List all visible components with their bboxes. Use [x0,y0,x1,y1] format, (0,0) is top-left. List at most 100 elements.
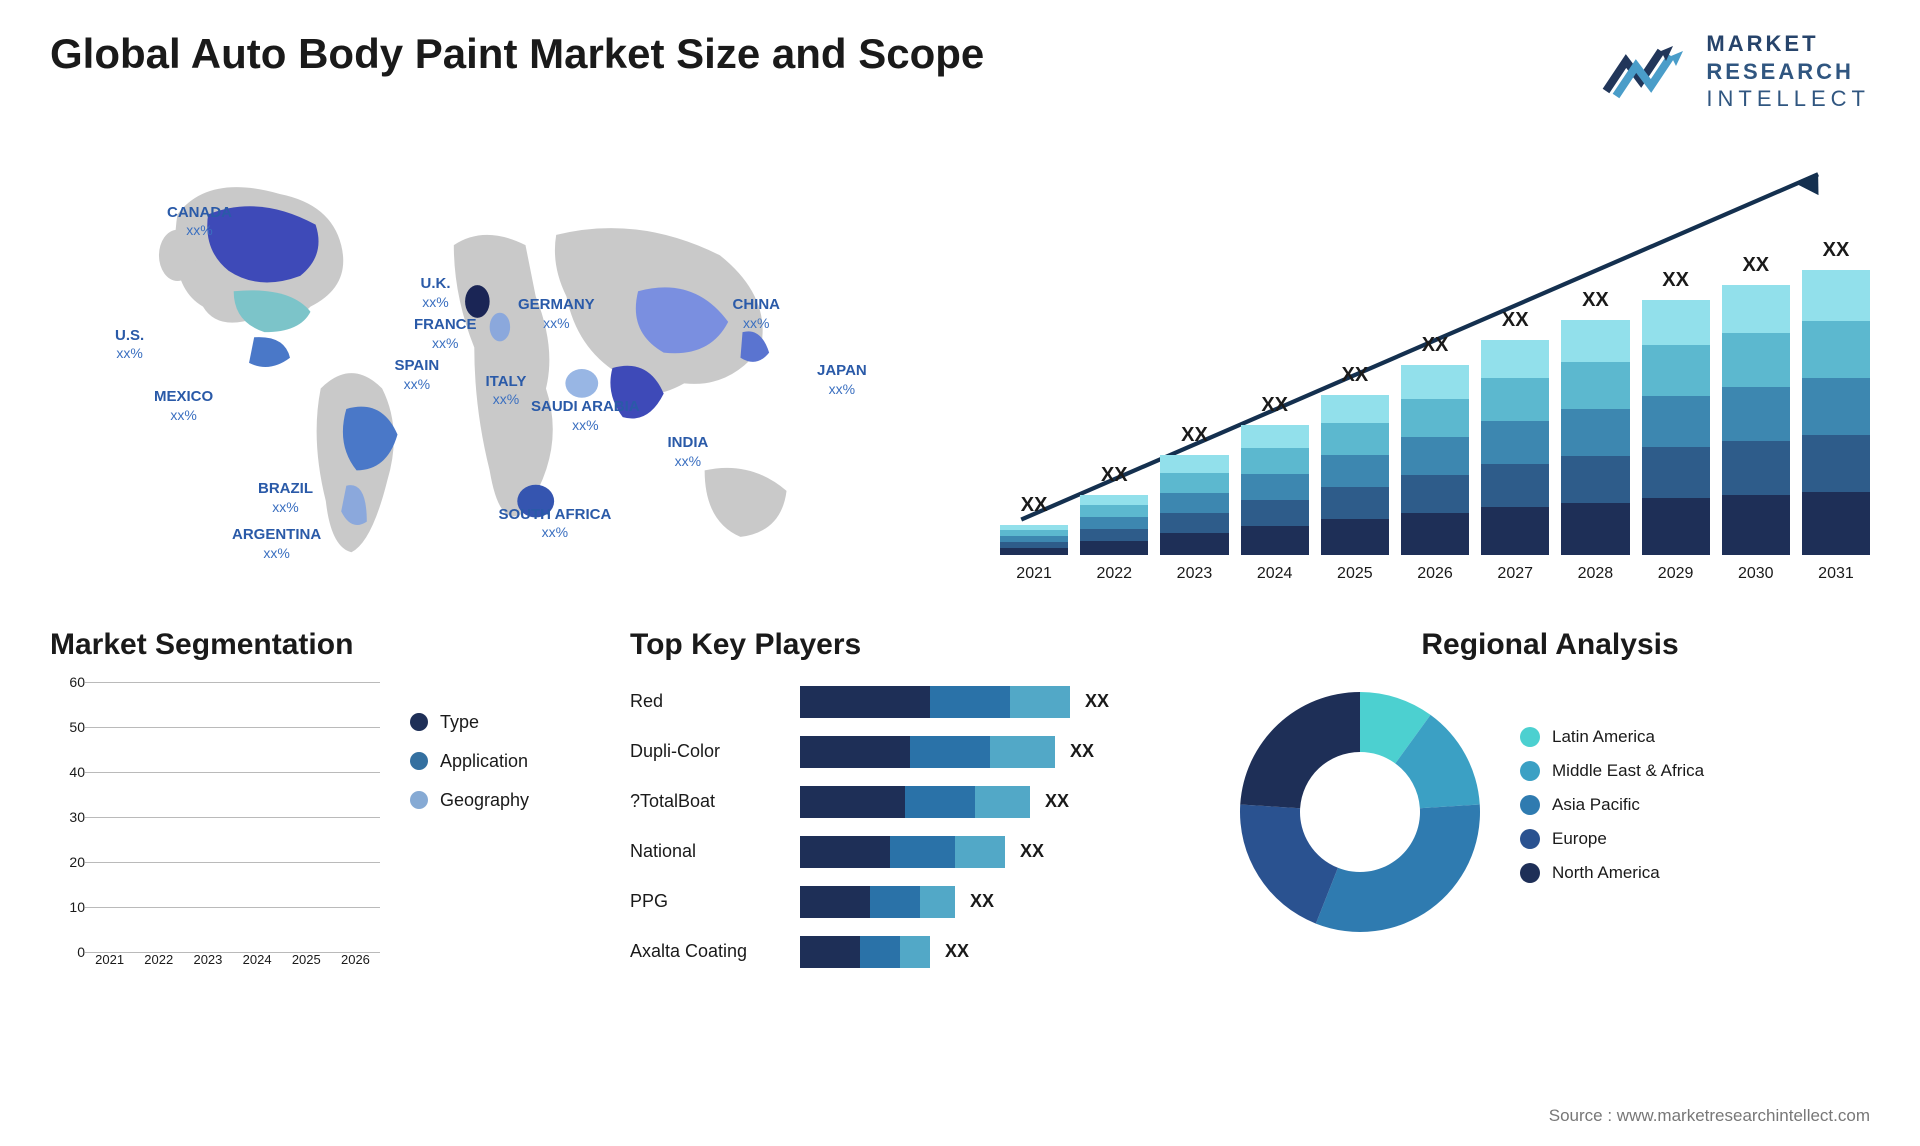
player-value-label: XX [1070,741,1094,762]
regional-title: Regional Analysis [1230,628,1870,662]
player-bar-row: XX [800,882,1190,922]
player-value-label: XX [1045,791,1069,812]
map-label-mexico: MEXICOxx% [154,388,213,424]
map-label-spain: SPAINxx% [395,357,440,393]
segmentation-title: Market Segmentation [50,628,590,662]
player-label: National [630,832,780,872]
seg-xlabel: 2021 [85,952,134,982]
regional-legend: Latin America Middle East & Africa Asia Pa… [1520,727,1704,897]
brand-text: MARKET RESEARCH INTELLECT [1706,30,1870,113]
region-legend-item: Latin America [1520,727,1704,747]
player-label: PPG [630,882,780,922]
seg-ytick: 20 [69,854,85,870]
players-bars: XX XX XX XX XX XX [800,682,1190,982]
growth-year-label: 2026 [1417,565,1453,583]
players-section: Top Key Players RedDupli-Color?TotalBoat… [630,628,1190,982]
players-labels: RedDupli-Color?TotalBoatNationalPPGAxalt… [630,682,780,982]
growth-year-label: 2021 [1016,565,1052,583]
player-label: Dupli-Color [630,732,780,772]
map-label-germany: GERMANYxx% [518,296,595,332]
seg-ytick: 10 [69,899,85,915]
growth-value-label: XX [1021,494,1048,517]
growth-bar-2029: XX2029 [1642,269,1710,583]
seg-xlabel: 2023 [183,952,232,982]
seg-ytick: 0 [77,944,85,960]
map-label-brazil: BRAZILxx% [258,480,313,516]
segmentation-chart: 0102030405060 202120222023202420252026 [50,682,380,982]
segmentation-legend: Type Application Geography [410,682,529,982]
growth-bar-2027: XX 2027 [1481,309,1549,583]
growth-value-label: XX [1101,464,1128,487]
growth-year-label: 2023 [1177,565,1213,583]
growth-value-label: XX [1502,309,1529,332]
seg-xlabel: 2024 [233,952,282,982]
header: Global Auto Body Paint Market Size and S… [50,30,1870,113]
player-label: Axalta Coating [630,932,780,972]
growth-year-label: 2027 [1497,565,1533,583]
seg-xlabel: 2026 [331,952,380,982]
growth-year-label: 2025 [1337,565,1373,583]
growth-bar-2030: XX2030 [1722,254,1790,583]
seg-legend-item: Type [410,712,529,733]
map-label-u.k.: U.K.xx% [421,275,451,311]
seg-ytick: 50 [69,719,85,735]
map-label-italy: ITALYxx% [486,373,527,409]
brand-line1: MARKET [1706,30,1870,58]
player-bar-row: XX [800,732,1190,772]
region-legend-item: Europe [1520,829,1704,849]
seg-ytick: 60 [69,674,85,690]
top-row: CANADAxx%U.S.xx%MEXICOxx%BRAZILxx%ARGENT… [50,153,1870,583]
seg-xlabel: 2025 [282,952,331,982]
growth-bar-2024: XX 2024 [1241,394,1309,583]
growth-value-label: XX [1742,254,1769,277]
logo-icon [1601,36,1691,106]
map-label-china: CHINAxx% [733,296,781,332]
player-value-label: XX [945,941,969,962]
growth-year-label: 2031 [1818,565,1854,583]
growth-chart: XX2021XX2022XX2023XX2024XX2025XX2026XX20… [1000,153,1870,583]
seg-ytick: 30 [69,809,85,825]
growth-value-label: XX [1582,289,1609,312]
growth-bar-2025: XX2025 [1321,364,1389,583]
growth-bar-2021: XX 2021 [1000,494,1068,583]
growth-year-label: 2029 [1658,565,1694,583]
bottom-row: Market Segmentation 0102030405060 202120… [50,628,1870,982]
players-title: Top Key Players [630,628,1190,662]
map-label-india: INDIAxx% [667,434,708,470]
growth-year-label: 2024 [1257,565,1293,583]
seg-legend-item: Geography [410,790,529,811]
growth-value-label: XX [1261,394,1288,417]
growth-year-label: 2028 [1578,565,1614,583]
growth-bar-2023: XX2023 [1160,424,1228,583]
player-value-label: XX [1085,691,1109,712]
player-bar-row: XX [800,682,1190,722]
page-title: Global Auto Body Paint Market Size and S… [50,30,984,78]
seg-xlabel: 2022 [134,952,183,982]
region-legend-item: Asia Pacific [1520,795,1704,815]
world-map: CANADAxx%U.S.xx%MEXICOxx%BRAZILxx%ARGENT… [50,153,960,583]
growth-bar-2022: XX 2022 [1080,464,1148,583]
player-value-label: XX [1020,841,1044,862]
map-label-argentina: ARGENTINAxx% [232,526,321,562]
regional-section: Regional Analysis Latin America Middle Ea… [1230,628,1870,982]
map-label-south-africa: SOUTH AFRICAxx% [499,506,612,542]
map-label-saudi-arabia: SAUDI ARABIAxx% [531,398,640,434]
region-legend-item: North America [1520,863,1704,883]
seg-legend-item: Application [410,751,529,772]
growth-value-label: XX [1422,334,1449,357]
player-bar-row: XX [800,782,1190,822]
growth-bar-2028: XX 2028 [1561,289,1629,583]
growth-value-label: XX [1823,239,1850,262]
growth-year-label: 2022 [1096,565,1132,583]
donut-slice-north-america [1240,692,1360,808]
region-legend-item: Middle East & Africa [1520,761,1704,781]
donut-slice-asia-pacific [1316,804,1480,932]
donut-chart [1230,682,1490,942]
brand-line3: INTELLECT [1706,85,1870,113]
map-label-france: FRANCExx% [414,316,477,352]
map-label-canada: CANADAxx% [167,204,232,240]
player-label: ?TotalBoat [630,782,780,822]
seg-ytick: 40 [69,764,85,780]
player-value-label: XX [970,891,994,912]
growth-bar-2026: XX 2026 [1401,334,1469,583]
